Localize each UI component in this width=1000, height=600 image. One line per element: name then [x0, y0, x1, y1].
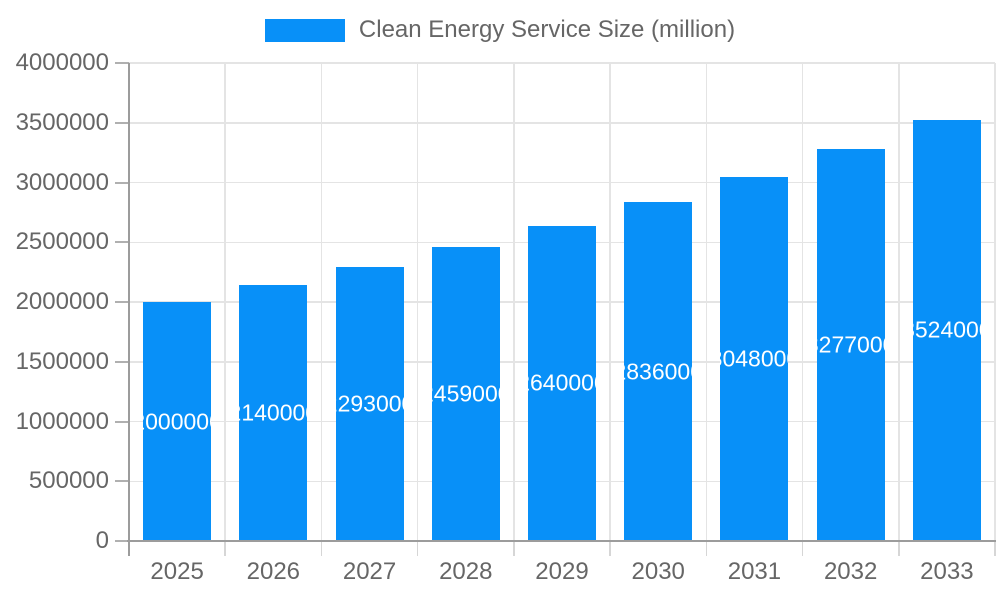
bar: 2293000	[335, 266, 404, 541]
y-tick	[115, 301, 129, 303]
y-tick-label: 1500000	[15, 347, 109, 375]
x-tick-label: 2030	[631, 558, 685, 585]
y-gridline	[129, 122, 995, 124]
legend-label: Clean Energy Service Size (million)	[358, 16, 736, 43]
x-tick-label: 2029	[535, 558, 589, 585]
y-tick-label: 2000000	[15, 288, 109, 315]
bar: 2000000	[143, 302, 212, 541]
y-gridline	[129, 62, 995, 64]
bar: 2459000	[431, 247, 500, 541]
x-tick-label: 2033	[920, 558, 974, 585]
y-tick	[115, 480, 129, 483]
x-gridline	[609, 63, 611, 541]
x-tick-label: 2025	[150, 558, 204, 585]
y-tick-label: 500000	[28, 467, 109, 495]
bar: 3524000	[912, 119, 981, 541]
x-gridline	[416, 63, 419, 541]
x-gridline	[705, 63, 708, 541]
bar-value-label: 2836000	[624, 358, 692, 385]
x-tick	[609, 541, 611, 556]
y-tick	[115, 62, 129, 64]
x-tick	[994, 541, 996, 556]
y-gridline	[129, 181, 995, 184]
y-tick	[115, 540, 129, 542]
y-tick	[115, 360, 129, 363]
y-tick-label: 2500000	[15, 228, 109, 256]
x-axis-line	[127, 540, 996, 542]
x-gridline	[513, 63, 515, 541]
x-tick-label: 2031	[727, 558, 782, 585]
x-gridline	[224, 63, 226, 541]
x-tick	[513, 541, 515, 556]
bar: 2140000	[239, 285, 308, 541]
chart-legend: Clean Energy Service Size (million)	[0, 17, 1000, 43]
bar-value-label: 2000000	[143, 408, 211, 434]
y-tick-label: 1000000	[15, 407, 109, 435]
y-tick	[115, 241, 129, 244]
legend-swatch	[264, 18, 345, 42]
bar-value-label: 2640000	[528, 369, 596, 396]
x-tick	[320, 541, 323, 556]
bar: 2836000	[624, 202, 693, 541]
bar: 2640000	[528, 225, 596, 541]
x-tick-label: 2028	[439, 558, 493, 585]
y-axis-line	[128, 63, 130, 556]
bar-value-label: 3524000	[913, 316, 981, 343]
y-tick	[115, 121, 129, 124]
x-gridline	[320, 63, 323, 541]
bar: 3048000	[720, 176, 789, 541]
x-tick-label: 2027	[342, 558, 397, 585]
x-gridline	[994, 63, 996, 541]
x-gridline	[898, 63, 900, 541]
y-tick-label: 0	[95, 527, 109, 554]
x-tick	[416, 541, 419, 556]
y-tick-label: 3000000	[15, 168, 109, 196]
y-tick	[115, 181, 129, 184]
bar-value-label: 2459000	[432, 380, 500, 407]
y-tick-label: 3500000	[15, 108, 109, 136]
x-tick	[801, 541, 804, 556]
plot-area: 0 500000 1000000 1500000 2000000 2500000 30000…	[16, 49, 996, 585]
x-tick	[705, 541, 708, 556]
bar-value-label: 3048000	[720, 345, 788, 372]
y-tick-label: 4000000	[15, 49, 109, 76]
x-tick	[224, 541, 226, 556]
y-tick	[115, 420, 129, 423]
bar-value-label: 2293000	[336, 390, 404, 417]
x-tick	[898, 541, 900, 556]
bar-value-label: 3277000	[817, 331, 885, 358]
x-gridline	[801, 63, 804, 541]
bar-value-label: 2140000	[239, 399, 307, 426]
bar: 3277000	[816, 149, 885, 541]
x-tick-label: 2032	[823, 558, 878, 585]
x-tick-label: 2026	[246, 558, 301, 585]
